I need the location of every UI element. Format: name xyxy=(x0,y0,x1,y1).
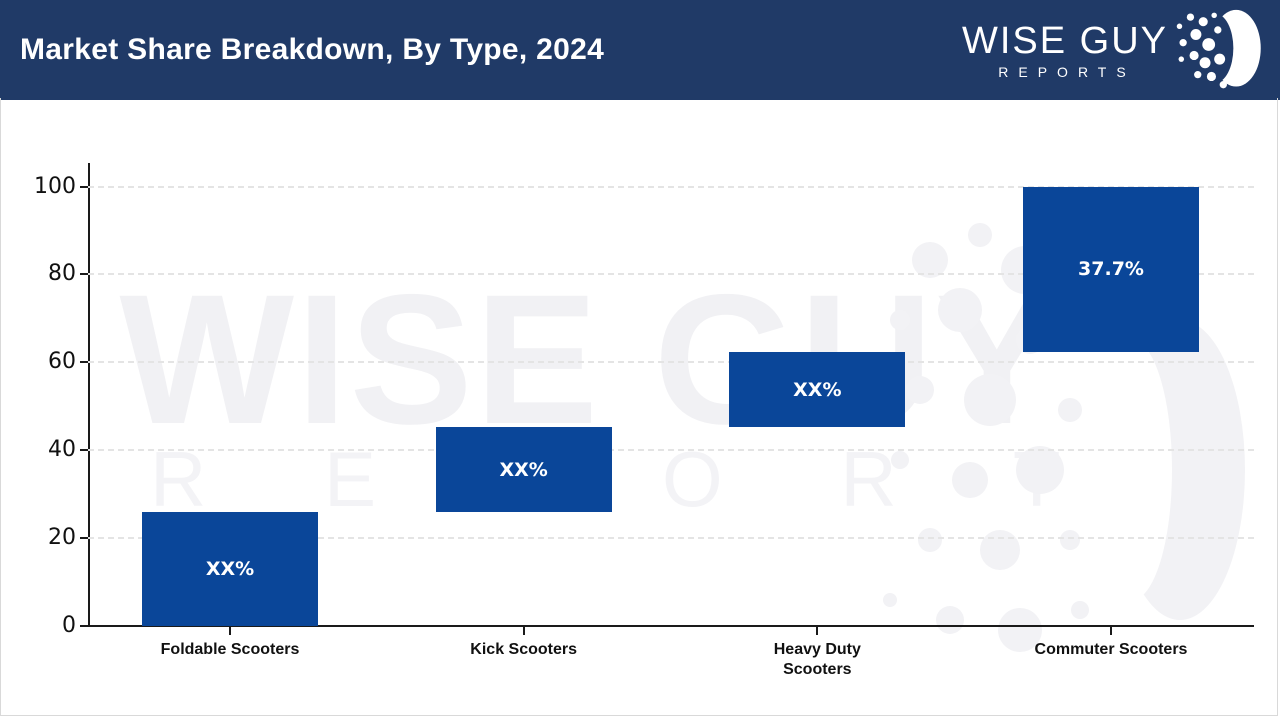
y-tick-label: 100 xyxy=(34,173,76,199)
x-tick-label: Foldable Scooters xyxy=(160,641,300,658)
gridline xyxy=(88,185,1254,188)
x-tick-mark xyxy=(816,627,819,635)
header-bar: Market Share Breakdown, By Type, 2024 WI… xyxy=(0,0,1280,100)
y-tick-mark xyxy=(80,449,88,452)
gridline xyxy=(88,273,1254,276)
y-tick-label: 40 xyxy=(48,437,76,463)
bar-segment: XX% xyxy=(729,352,906,428)
x-tick-label: Heavy Duty Scooters xyxy=(773,641,861,678)
brand-logo: WISE GUY REPORTS xyxy=(962,8,1262,92)
bar-value-label: XX% xyxy=(205,558,255,581)
brand-name: WISE GUY xyxy=(961,19,1168,62)
chart-title: Market Share Breakdown, By Type, 2024 xyxy=(20,33,605,66)
bar-segment: XX% xyxy=(142,512,318,626)
x-tick-mark xyxy=(1110,627,1112,635)
bar-segment: XX% xyxy=(435,427,612,513)
y-tick-mark xyxy=(80,361,88,364)
gridline xyxy=(88,361,1254,364)
brand-subtitle: REPORTS xyxy=(998,63,1136,80)
bar-value-label: 37.7% xyxy=(1078,258,1144,281)
x-tick-mark xyxy=(229,627,231,635)
y-tick-mark xyxy=(80,625,88,627)
brand-head-icon xyxy=(1176,9,1261,89)
y-axis-line xyxy=(88,163,90,627)
y-tick-label: 80 xyxy=(48,261,76,287)
x-tick-label: Commuter Scooters xyxy=(1034,641,1188,658)
gridline xyxy=(88,449,1254,452)
bar-segment: 37.7% xyxy=(1023,186,1199,353)
y-tick-mark xyxy=(80,273,88,276)
y-tick-mark xyxy=(80,185,88,188)
x-tick-label: Kick Scooters xyxy=(470,641,578,658)
y-tick-label: 0 xyxy=(62,613,76,638)
bar-value-label: XX% xyxy=(499,458,548,481)
x-axis-line xyxy=(88,625,1254,627)
x-tick-mark xyxy=(522,627,525,635)
y-tick-label: 60 xyxy=(48,349,76,375)
brand-logo-text: WISE GUY REPORTS xyxy=(962,22,1168,79)
y-tick-mark xyxy=(80,537,88,540)
y-tick-label: 20 xyxy=(48,525,76,551)
bar-value-label: XX% xyxy=(793,378,842,401)
gridline xyxy=(88,537,1254,540)
